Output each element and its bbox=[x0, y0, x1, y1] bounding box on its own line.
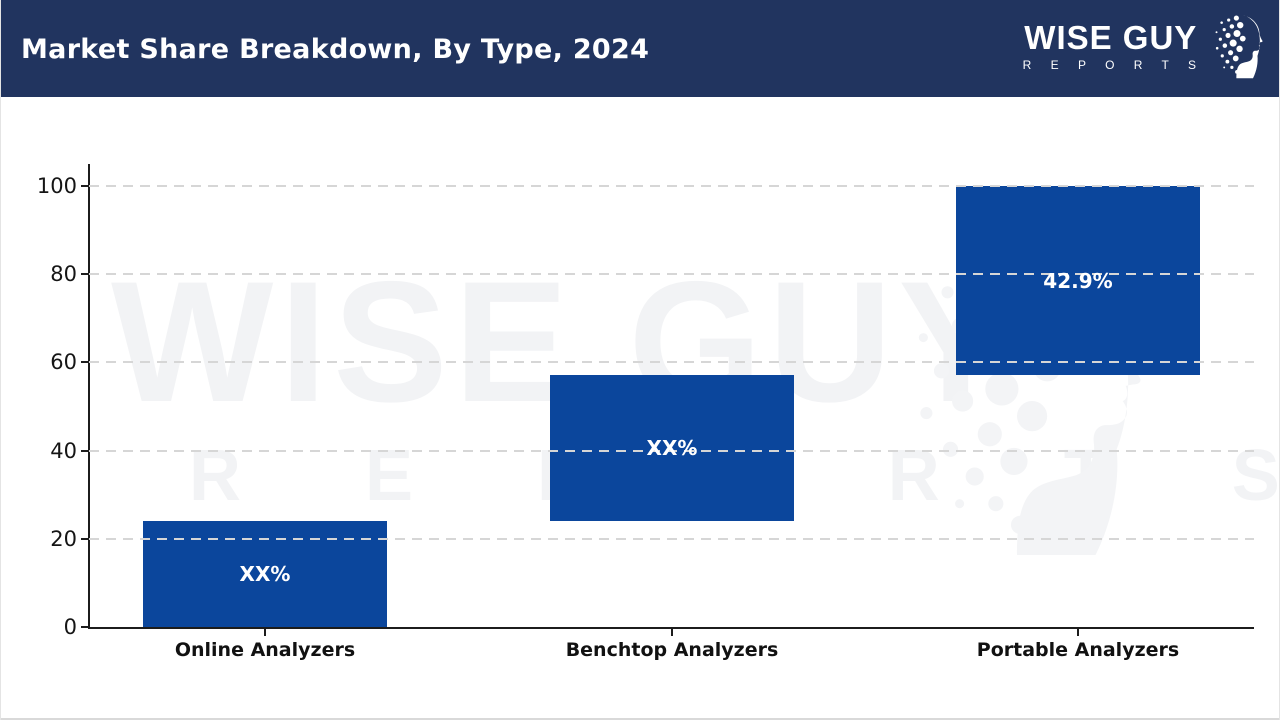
x-category-label: Online Analyzers bbox=[174, 639, 356, 661]
bar-value-label: XX% bbox=[646, 436, 698, 461]
logo-head-icon bbox=[1215, 15, 1263, 79]
y-axis-tick bbox=[81, 537, 88, 540]
bottom-border bbox=[1, 718, 1279, 720]
header-bar: Market Share Breakdown, By Type, 2024 WI… bbox=[1, 0, 1279, 97]
y-tick-label: 60 bbox=[50, 350, 77, 375]
bar-2 bbox=[550, 375, 794, 522]
page-title: Market Share Breakdown, By Type, 2024 bbox=[21, 34, 650, 65]
brand-logo: WISE GUY R E P O R T S bbox=[1018, 8, 1269, 82]
y-axis-tick bbox=[81, 273, 88, 276]
x-axis-tick bbox=[671, 629, 673, 636]
x-category-label: Benchtop Analyzers bbox=[565, 639, 779, 661]
bar-value-label: 42.9% bbox=[1043, 268, 1113, 293]
y-axis-tick bbox=[81, 185, 88, 187]
logo-reports-text: R E P O R T S bbox=[1022, 57, 1204, 72]
x-axis-tick bbox=[1077, 629, 1079, 636]
logo-wordmark: WISE GUY bbox=[1024, 18, 1198, 56]
bar-3 bbox=[956, 186, 1200, 376]
y-axis-spine bbox=[88, 164, 90, 629]
y-axis-tick bbox=[81, 626, 88, 628]
y-tick-label: 0 bbox=[63, 615, 77, 639]
y-axis-tick bbox=[81, 361, 88, 364]
bar-value-label: XX% bbox=[239, 562, 291, 587]
y-tick-label: 80 bbox=[50, 262, 77, 287]
x-axis-tick bbox=[264, 629, 266, 636]
x-category-label: Portable Analyzers bbox=[976, 639, 1180, 661]
x-axis-spine bbox=[88, 627, 1254, 629]
y-tick-label: 100 bbox=[36, 174, 77, 198]
y-tick-label: 20 bbox=[50, 526, 77, 551]
y-tick-label: 40 bbox=[50, 438, 77, 463]
brand-logo-text: WISE GUY R E P O R T S bbox=[1018, 19, 1204, 72]
y-axis-tick bbox=[81, 449, 88, 452]
